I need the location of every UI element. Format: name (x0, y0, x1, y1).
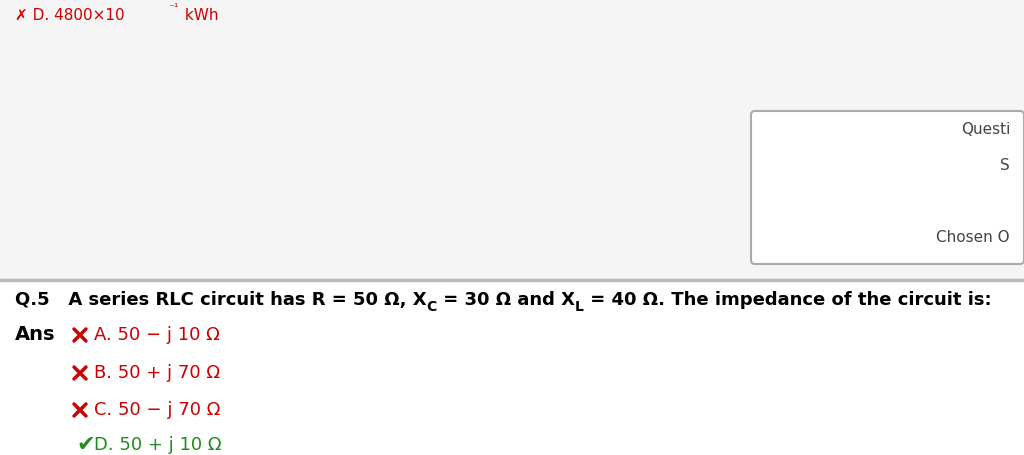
Text: Q.5   A series RLC circuit has R = 50 Ω, X: Q.5 A series RLC circuit has R = 50 Ω, X (15, 291, 427, 309)
Text: kWh: kWh (180, 7, 218, 22)
Text: B. 50 + j 70 Ω: B. 50 + j 70 Ω (94, 364, 220, 382)
Text: Questi: Questi (961, 122, 1010, 137)
Text: ⁻¹: ⁻¹ (168, 3, 178, 13)
Text: ✗ D. 4800×10: ✗ D. 4800×10 (15, 7, 125, 22)
Text: = 30 Ω and X: = 30 Ω and X (437, 291, 574, 309)
FancyBboxPatch shape (0, 0, 1024, 280)
Text: C: C (427, 300, 437, 314)
Text: A. 50 − j 10 Ω: A. 50 − j 10 Ω (94, 326, 220, 344)
Text: = 40 Ω. The impedance of the circuit is:: = 40 Ω. The impedance of the circuit is: (584, 291, 991, 309)
Text: S: S (1000, 157, 1010, 172)
Text: ✔: ✔ (76, 435, 94, 455)
Text: C. 50 − j 70 Ω: C. 50 − j 70 Ω (94, 401, 220, 419)
FancyBboxPatch shape (751, 111, 1024, 264)
Text: D. 50 + j 10 Ω: D. 50 + j 10 Ω (94, 436, 221, 454)
Text: L: L (574, 300, 584, 314)
Text: Chosen O: Chosen O (936, 229, 1010, 244)
Text: Ans: Ans (15, 325, 55, 344)
